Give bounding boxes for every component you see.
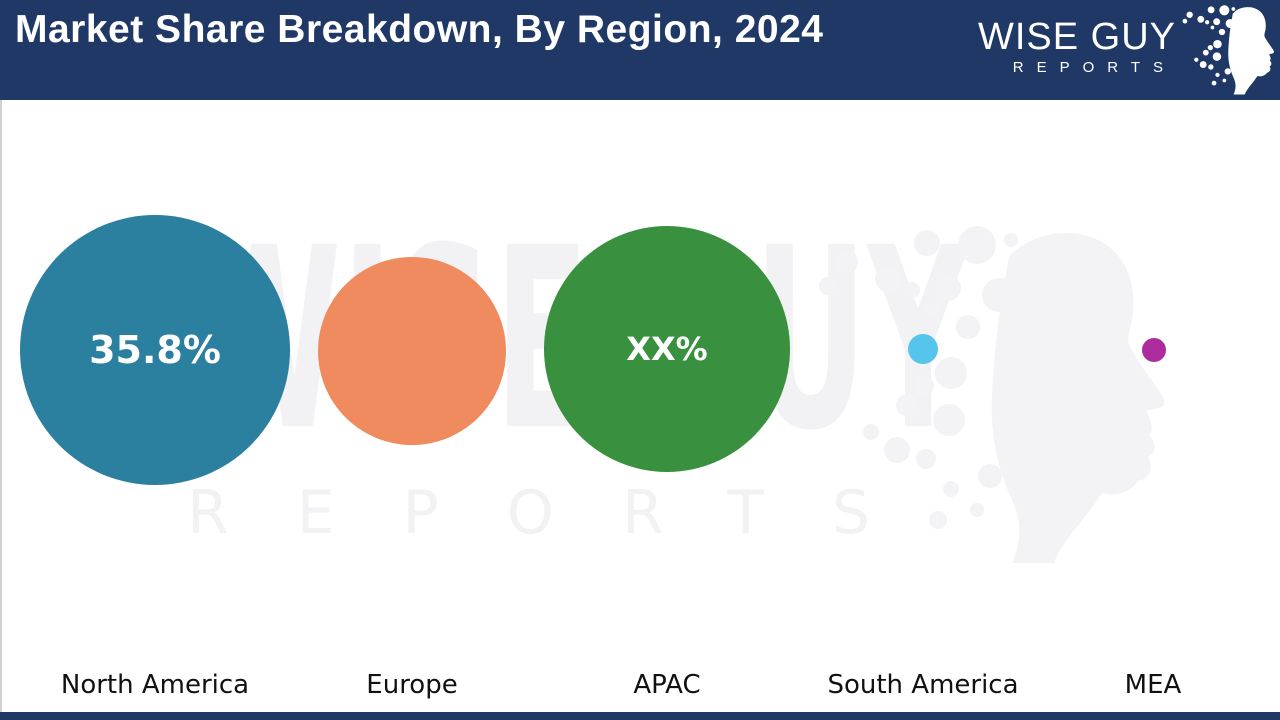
bubble-europe	[318, 257, 506, 445]
header: Market Share Breakdown, By Region, 2024 …	[0, 0, 1280, 100]
bubble-chart: WISE GUY REPORTS 35.8% XX% North America…	[0, 100, 1280, 712]
logo-wordmark: WISE GUY	[977, 16, 1176, 58]
dot-face-watermark-icon	[802, 225, 1172, 565]
logo-subtitle: REPORTS	[1012, 59, 1176, 76]
bubble-value-north-america: 35.8%	[89, 328, 221, 372]
category-label-south-america: South America	[827, 670, 1019, 700]
bubble-north-america: 35.8%	[20, 215, 290, 485]
dot-face-logo-icon	[1178, 5, 1276, 95]
bottom-bar	[0, 712, 1280, 720]
logo-text: WISE GUY REPORTS	[978, 18, 1176, 75]
bubble-south-america	[908, 334, 938, 364]
wise-guy-logo: WISE GUY REPORTS	[978, 0, 1280, 100]
category-label-north-america: North America	[60, 670, 250, 700]
bubble-apac: XX%	[544, 226, 790, 472]
category-label-apac: APAC	[633, 670, 701, 700]
category-label-europe: Europe	[366, 670, 458, 700]
page-title: Market Share Breakdown, By Region, 2024	[15, 8, 824, 51]
category-label-mea: MEA	[1124, 670, 1182, 700]
bubble-mea	[1142, 338, 1166, 362]
bubble-value-apac: XX%	[626, 330, 708, 368]
watermark-subtitle: REPORTS	[187, 478, 939, 548]
